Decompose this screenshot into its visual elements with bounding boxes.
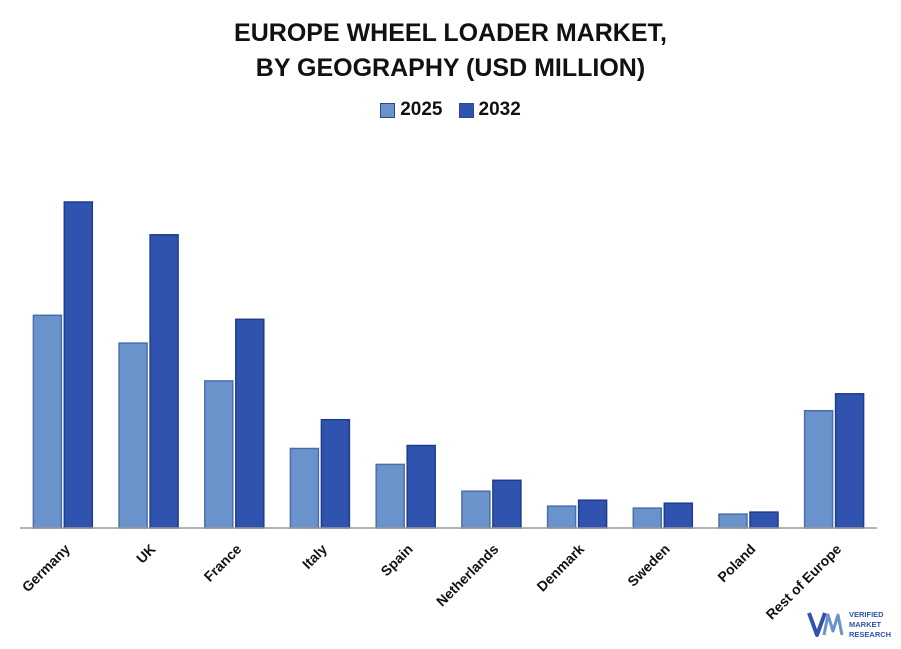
bar-france-2025 (204, 380, 234, 529)
legend-item-2025: 2025 (380, 99, 443, 121)
bar-poland-2032 (749, 511, 779, 529)
legend-label-2025: 2025 (400, 99, 443, 120)
bar-germany-2032 (63, 201, 94, 529)
x-tick-label-sweden: Sweden (624, 541, 673, 590)
bar-italy-2032 (320, 418, 351, 529)
logo-v-mark (807, 612, 827, 637)
logo-m-mark (822, 613, 844, 636)
bar-italy-2025 (289, 447, 320, 529)
x-tick-label-spain: Spain (377, 541, 415, 579)
x-tick-label-italy: Italy (299, 541, 330, 572)
bar-uk-2032 (149, 234, 179, 529)
chart-legend: 2025 2032 (0, 99, 901, 121)
bar-germany-2025 (32, 314, 63, 529)
x-tick-label-uk: UK (133, 541, 159, 567)
logo-text-research: RESEARCH (849, 630, 891, 639)
x-tick-label-france: France (201, 541, 245, 585)
x-tick-label-poland: Poland (714, 541, 758, 585)
legend-swatch-2025 (380, 102, 396, 118)
legend-item-2032: 2032 (458, 99, 521, 121)
bar-netherlands-2032 (492, 479, 522, 529)
bar-uk-2025 (118, 342, 148, 529)
logo-text-verified: VERIFIED (849, 610, 884, 619)
bar-rest-of-europe-2025 (803, 409, 834, 529)
bar-denmark-2025 (546, 505, 577, 529)
logo-text-market: MARKET (849, 620, 881, 629)
bar-denmark-2032 (577, 499, 608, 529)
x-tick-label-denmark: Denmark (533, 541, 587, 595)
chart-title-line-2: BY GEOGRAPHY (USD MILLION) (255, 54, 646, 82)
x-tick-label-netherlands: Netherlands (433, 541, 502, 610)
bar-netherlands-2025 (461, 490, 491, 529)
bar-rest-of-europe-2032 (834, 393, 865, 529)
bar-spain-2025 (375, 463, 405, 529)
bar-sweden-2032 (663, 502, 694, 529)
verified-market-research-logo: VERIFIED MARKET RESEARCH (807, 610, 891, 639)
legend-label-2032: 2032 (478, 99, 521, 120)
bar-poland-2025 (718, 513, 748, 529)
chart-title: EUROPE WHEEL LOADER MARKET, BY GEOGRAPHY… (0, 16, 901, 86)
legend-swatch-2032 (458, 102, 474, 118)
x-tick-label-germany: Germany (19, 541, 73, 595)
bar-sweden-2025 (632, 507, 663, 529)
chart-title-line-1: EUROPE WHEEL LOADER MARKET, (234, 19, 667, 47)
bar-france-2032 (235, 318, 265, 529)
bar-spain-2032 (406, 444, 436, 529)
